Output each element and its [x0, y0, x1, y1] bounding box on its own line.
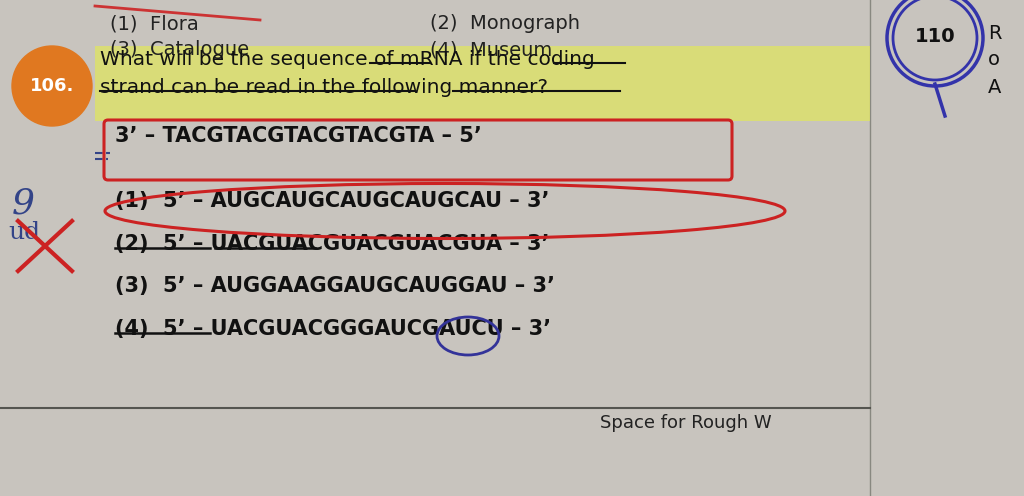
Text: (1)  Flora: (1) Flora — [110, 14, 199, 33]
Text: 106.: 106. — [30, 77, 74, 95]
Text: 3’ – TACGTACGTACGTACGTA – 5’: 3’ – TACGTACGTACGTACGTA – 5’ — [115, 126, 482, 146]
Text: R: R — [988, 24, 1001, 43]
Text: (3)  5’ – AUGGAAGGAUGCAUGGAU – 3’: (3) 5’ – AUGGAAGGAUGCAUGGAU – 3’ — [115, 276, 555, 296]
Text: (2)  5’ – UACGUACGUACGUACGUA – 3’: (2) 5’ – UACGUACGUACGUACGUA – 3’ — [115, 234, 550, 254]
Text: (4)  5’ – UACGUACGGGAUCGAUCU – 3’: (4) 5’ – UACGUACGGGAUCGAUCU – 3’ — [115, 319, 551, 339]
Text: (2)  Monograph: (2) Monograph — [430, 14, 580, 33]
Circle shape — [12, 46, 92, 126]
FancyBboxPatch shape — [95, 46, 870, 121]
Text: (3)  Catalogue: (3) Catalogue — [110, 40, 249, 59]
Text: What will be the sequence of mRNA if the coding: What will be the sequence of mRNA if the… — [100, 50, 595, 69]
Text: (4)  Museum: (4) Museum — [430, 40, 552, 59]
Text: ud: ud — [8, 221, 40, 244]
Text: 110: 110 — [914, 26, 955, 46]
Text: strand can be read in the following manner?: strand can be read in the following mann… — [100, 78, 548, 97]
Text: A: A — [988, 78, 1001, 97]
Text: Space for Rough W: Space for Rough W — [600, 414, 772, 432]
Text: o: o — [988, 50, 1000, 69]
Text: 9: 9 — [12, 186, 35, 220]
Text: (1)  5’ – AUGCAUGCAUGCAUGCAU – 3’: (1) 5’ – AUGCAUGCAUGCAUGCAU – 3’ — [115, 191, 550, 211]
